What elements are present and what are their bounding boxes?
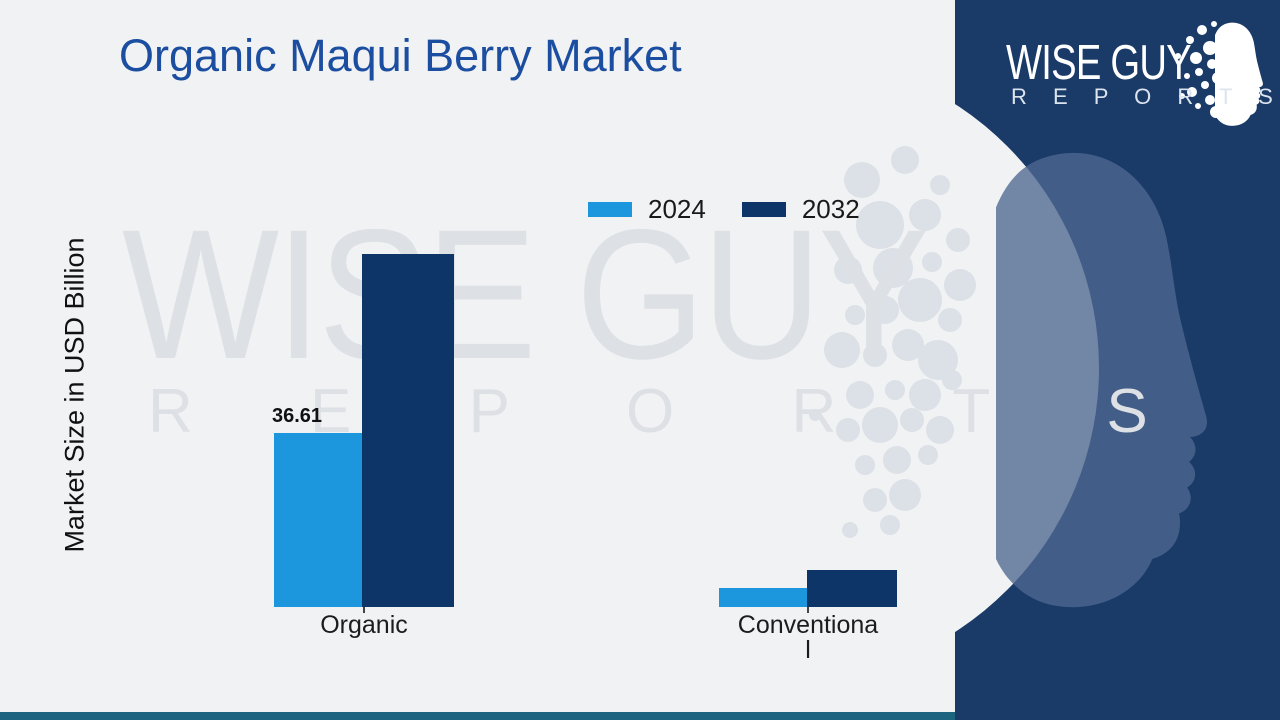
footer-stripe <box>0 712 1280 720</box>
logo-wordmark: WISE GUY <box>1006 36 1192 90</box>
logo-face-icon <box>1175 21 1263 126</box>
legend-label-2032: 2032 <box>801 194 860 224</box>
x-axis-tick-conventional <box>807 607 809 613</box>
bar-value-label: 36.61 <box>272 405 323 427</box>
face-profile-watermark-icon <box>996 152 1207 608</box>
bar-organic-2032 <box>362 254 454 607</box>
category-label-line: Conventiona <box>737 611 879 639</box>
category-label-line: l <box>805 636 811 664</box>
x-axis-tick-organic <box>363 607 365 613</box>
watermark-brand-text: WISE GUY <box>122 192 929 398</box>
bar-conventional-2032 <box>807 570 897 607</box>
legend-swatch-2024 <box>588 201 632 217</box>
bar-organic-2024 <box>274 433 362 607</box>
logo-wordmark-sub: R E P O R T S <box>1011 84 1280 109</box>
watermark-dots-icon <box>809 146 976 538</box>
category-label-line: Organic <box>320 611 408 639</box>
category-label-organic: Organic <box>274 613 454 638</box>
page-title: Organic Maqui Berry Market <box>119 30 682 81</box>
watermark-brand-subtext: R E P O R T S <box>148 377 1198 446</box>
category-label-conventional: Conventiona l <box>698 613 918 663</box>
legend-swatch-2032 <box>741 201 786 217</box>
bar-conventional-2024 <box>719 588 807 607</box>
chart-legend: 2024 2032 <box>588 196 860 222</box>
y-axis-label: Market Size in USD Billion <box>59 237 90 553</box>
legend-label-2024: 2024 <box>648 194 706 224</box>
